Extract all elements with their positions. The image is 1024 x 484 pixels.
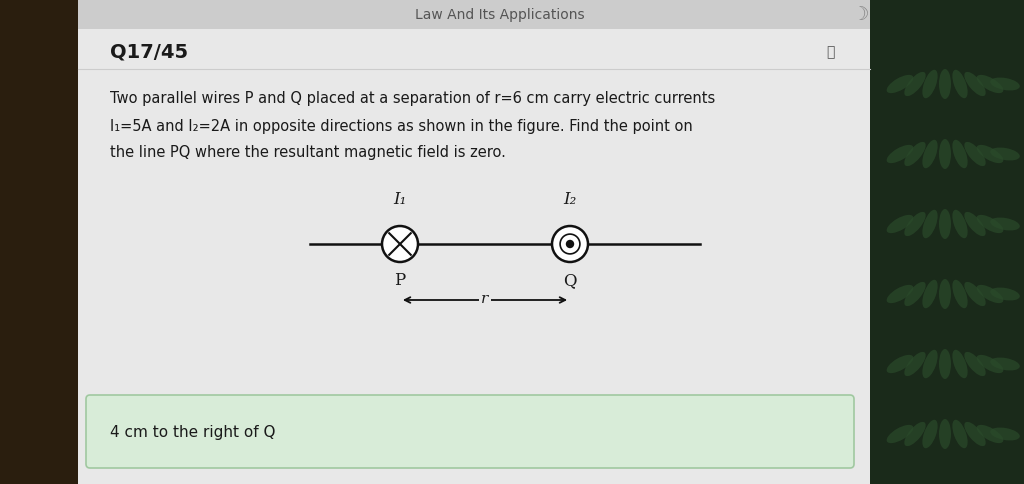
Text: P: P [394, 272, 406, 289]
Text: Q17/45: Q17/45 [110, 43, 188, 61]
Bar [870, 0, 1024, 484]
Text: 4 cm to the right of Q: 4 cm to the right of Q [110, 424, 275, 439]
Circle shape [552, 226, 588, 262]
Ellipse shape [904, 422, 926, 446]
Ellipse shape [887, 425, 913, 443]
Ellipse shape [977, 215, 1004, 233]
Ellipse shape [965, 422, 986, 446]
Ellipse shape [990, 148, 1020, 161]
Ellipse shape [990, 358, 1020, 370]
Ellipse shape [990, 427, 1020, 440]
Ellipse shape [923, 280, 938, 308]
Ellipse shape [939, 69, 951, 99]
Ellipse shape [939, 279, 951, 309]
Text: I₂: I₂ [563, 191, 577, 208]
Ellipse shape [904, 72, 926, 96]
Ellipse shape [923, 70, 938, 98]
Circle shape [566, 241, 573, 247]
Ellipse shape [952, 140, 968, 168]
Ellipse shape [904, 212, 926, 236]
Ellipse shape [939, 139, 951, 169]
Bar [0, 0, 78, 484]
Circle shape [382, 226, 418, 262]
Text: I₁: I₁ [393, 191, 407, 208]
Text: I₁=5A and I₂=2A in opposite directions as shown in the figure. Find the point on: I₁=5A and I₂=2A in opposite directions a… [110, 119, 693, 134]
Text: Two parallel wires P and Q placed at a separation of r=6 cm carry electric curre: Two parallel wires P and Q placed at a s… [110, 91, 715, 106]
Ellipse shape [887, 75, 913, 93]
Ellipse shape [990, 217, 1020, 230]
Ellipse shape [952, 420, 968, 448]
Bar [78, 0, 870, 484]
Bar [78, 0, 870, 29]
FancyBboxPatch shape [86, 395, 854, 468]
Ellipse shape [965, 352, 986, 376]
Ellipse shape [977, 285, 1004, 303]
Ellipse shape [939, 419, 951, 449]
Ellipse shape [977, 75, 1004, 93]
Ellipse shape [887, 355, 913, 373]
Ellipse shape [965, 282, 986, 306]
Ellipse shape [923, 210, 938, 238]
Ellipse shape [965, 212, 986, 236]
Text: r: r [481, 292, 488, 306]
Ellipse shape [923, 350, 938, 378]
Ellipse shape [990, 77, 1020, 91]
Ellipse shape [965, 142, 986, 166]
Ellipse shape [952, 210, 968, 238]
Text: Law And Its Applications: Law And Its Applications [415, 8, 585, 22]
Ellipse shape [939, 349, 951, 379]
Ellipse shape [887, 285, 913, 303]
Ellipse shape [952, 280, 968, 308]
Text: Q: Q [563, 272, 577, 289]
Ellipse shape [990, 287, 1020, 301]
Ellipse shape [977, 145, 1004, 163]
Text: ☽: ☽ [851, 5, 868, 25]
Text: the line PQ where the resultant magnetic field is zero.: the line PQ where the resultant magnetic… [110, 146, 506, 161]
Ellipse shape [904, 352, 926, 376]
Ellipse shape [952, 350, 968, 378]
Ellipse shape [952, 70, 968, 98]
Ellipse shape [923, 140, 938, 168]
Ellipse shape [887, 215, 913, 233]
Ellipse shape [887, 145, 913, 163]
Ellipse shape [904, 282, 926, 306]
Ellipse shape [977, 355, 1004, 373]
Text: 🔖: 🔖 [825, 45, 835, 59]
Ellipse shape [939, 209, 951, 239]
Ellipse shape [965, 72, 986, 96]
Ellipse shape [904, 142, 926, 166]
Ellipse shape [977, 425, 1004, 443]
Ellipse shape [923, 420, 938, 448]
